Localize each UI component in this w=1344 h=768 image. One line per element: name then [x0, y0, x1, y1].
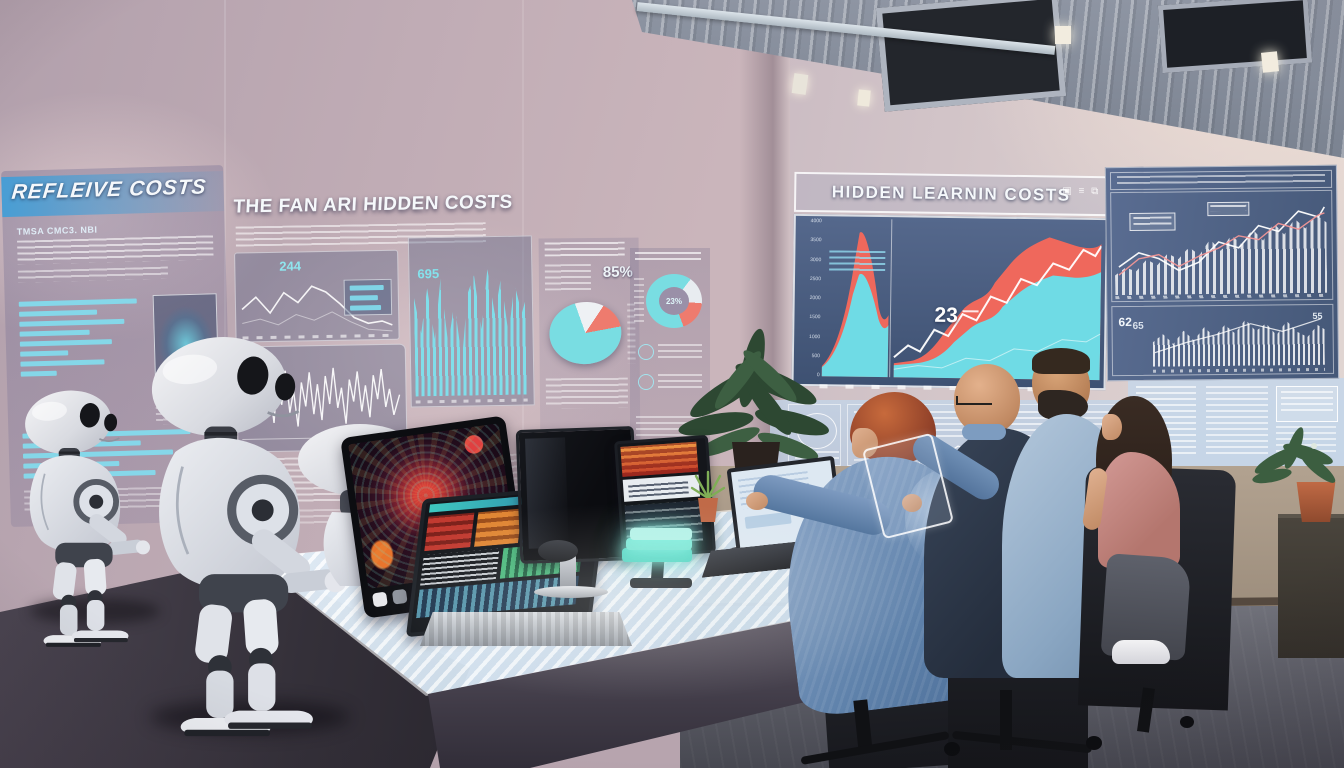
track-light: [857, 89, 871, 107]
wall-left-seam: [522, 0, 524, 560]
dense-bar-chart: 62 65 55: [1111, 303, 1335, 377]
header-strip: [1109, 169, 1333, 191]
panel-sub-lines: [544, 263, 592, 291]
trend-lines: [1118, 206, 1326, 276]
person-4-top: [1098, 452, 1180, 568]
icon-row: [638, 344, 654, 360]
trend-line: [241, 285, 393, 332]
trend-line: [1154, 318, 1321, 354]
person-2-head: [954, 364, 1020, 434]
wall-left-seam: [224, 0, 226, 560]
person-1-hand: [746, 492, 768, 510]
legend-highlight: [829, 250, 886, 274]
person-2-glasses: [956, 396, 992, 405]
potted-plant-right-leaves: [1252, 427, 1336, 484]
window-icons: ▣ ≡ ⧉: [1062, 185, 1101, 198]
chair-caster: [1180, 716, 1194, 728]
paragraph-lines: [17, 266, 169, 283]
track-light: [791, 73, 809, 95]
combo-chart: [1110, 189, 1334, 303]
chart-annotation: 23: [934, 303, 959, 328]
notes-column: [1206, 386, 1268, 456]
person-2-hand: [902, 494, 922, 512]
dashboard-far-right: 62 65 55: [1104, 164, 1340, 382]
dashboard-title: HIDDEN LEARNIN COSTS: [831, 182, 1071, 205]
annotation-box: [1207, 201, 1250, 217]
glow-stack: [630, 528, 692, 540]
panel-heading-lines: [544, 241, 625, 257]
monitor-large-base: [534, 586, 608, 598]
laptop-dashboard-base: [420, 612, 632, 646]
dashboard-hidden-learning-costs: HIDDEN LEARNIN COSTS ▣ ≡ ⧉ 4000 3500 3000…: [791, 162, 1109, 398]
bullet-lines: [545, 377, 629, 409]
cabinet-right: [1278, 514, 1344, 658]
glow-stack: [626, 538, 692, 550]
succulent-plant: [690, 470, 726, 522]
ceiling-vent: [1157, 0, 1313, 74]
donut-value: 23%: [665, 296, 682, 306]
pie-chart: [544, 297, 626, 369]
panel-title: THE FAN ARI HIDDEN COSTS: [232, 191, 514, 218]
donut-hole: 23%: [659, 287, 689, 315]
x-axis-ticks: [415, 398, 528, 404]
icon-row: [638, 374, 654, 390]
area-chart: [821, 219, 1102, 381]
computer-mouse: [538, 540, 578, 562]
annotation-box: [1129, 212, 1176, 231]
chair-caster: [944, 742, 960, 756]
monitor-large-stand: [560, 554, 576, 590]
notes-box: [1276, 386, 1338, 422]
dashboard-header: HIDDEN LEARNIN COSTS ▣ ≡ ⧉: [793, 171, 1109, 217]
track-light: [1260, 51, 1280, 73]
chart-legend-box: [343, 278, 393, 316]
panel-lead-text: TMSA CMC3. NBI: [16, 224, 98, 237]
cyan-bar-chart-panel: 695: [407, 235, 535, 408]
track-light: [1055, 26, 1071, 44]
annotation-dash: [962, 310, 979, 313]
person-4-shoe: [1112, 640, 1170, 664]
chart-value-label: 695: [417, 266, 440, 282]
badge-62: 62: [1118, 314, 1132, 330]
panel-heading-lines: [635, 252, 701, 262]
glow-stack: [622, 548, 692, 562]
potted-plant-right-pot: [1296, 482, 1336, 522]
badge-65: 65: [1132, 320, 1144, 332]
big-percent-value: 85%: [602, 263, 633, 281]
paragraph-lines: [17, 235, 214, 265]
monitor-small-base: [630, 578, 692, 588]
line-chart-panel: 244: [234, 249, 400, 343]
person-3-hair: [1032, 348, 1090, 374]
ceiling-vent: [875, 0, 1067, 112]
icon-row-text: [658, 344, 702, 358]
person-2-shirt-collar: [962, 424, 1006, 440]
donut-labels: [634, 278, 644, 322]
person-4-face: [1102, 414, 1122, 440]
main-chart-frame: 4000 3500 3000 2500 2000 1500 1000 500 0 23: [791, 213, 1108, 391]
x-axis-ticks: [1153, 367, 1326, 373]
icon-row-text: [658, 374, 702, 388]
corner-plant: [678, 328, 829, 492]
chair-caster: [1086, 736, 1102, 750]
person-1-face: [852, 428, 878, 458]
